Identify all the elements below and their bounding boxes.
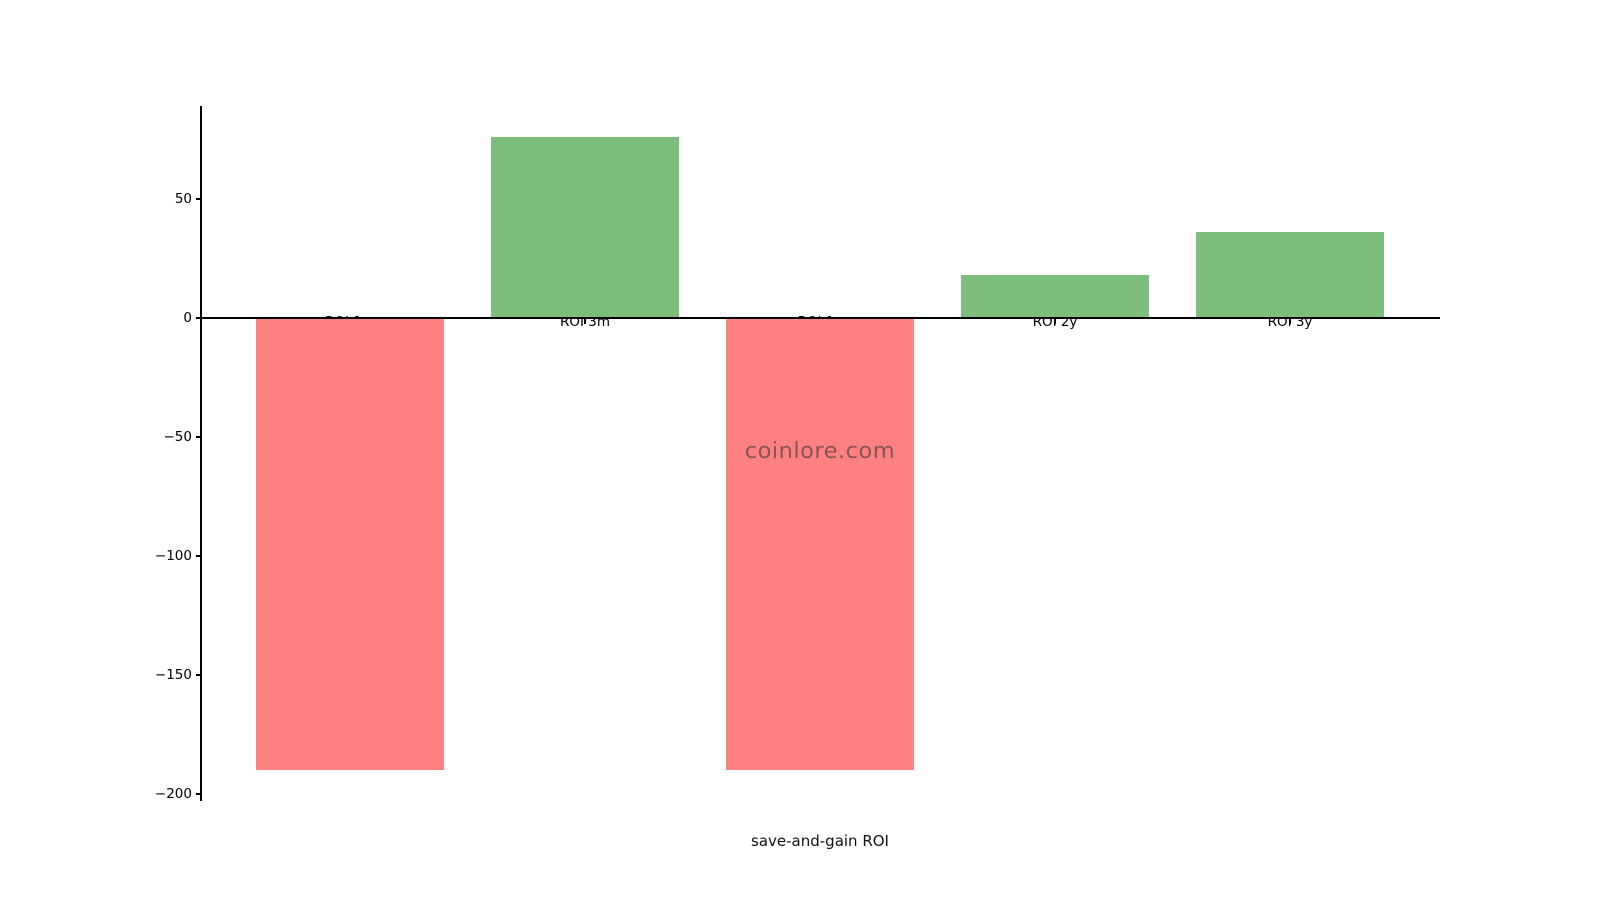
x-tick-mark [1054,318,1056,324]
y-tick-label: −150 [154,667,192,683]
y-tick-mark [195,793,201,795]
bar-ROI 2y [961,275,1149,318]
y-tick-label: 0 [183,310,192,326]
y-tick-label: 50 [174,191,192,207]
y-tick-mark [195,317,201,319]
bar-ROI 3y [1196,232,1384,318]
chart-title: save-and-gain ROI [751,832,889,850]
bar-ROI 1y [726,318,914,771]
y-tick-label: −50 [163,429,193,445]
bar-ROI 1m [256,318,444,771]
bar-ROI 3m [491,137,679,318]
x-tick-mark [1289,318,1291,324]
y-tick-label: −200 [154,786,192,802]
watermark: coinlore.com [744,438,896,464]
y-tick-mark [195,198,201,200]
y-tick-mark [195,436,201,438]
x-tick-mark [584,318,586,324]
y-axis-spine [200,106,202,801]
y-tick-mark [195,674,201,676]
y-tick-label: −100 [154,548,192,564]
x-axis-line [200,317,1440,319]
y-tick-mark [195,555,201,557]
